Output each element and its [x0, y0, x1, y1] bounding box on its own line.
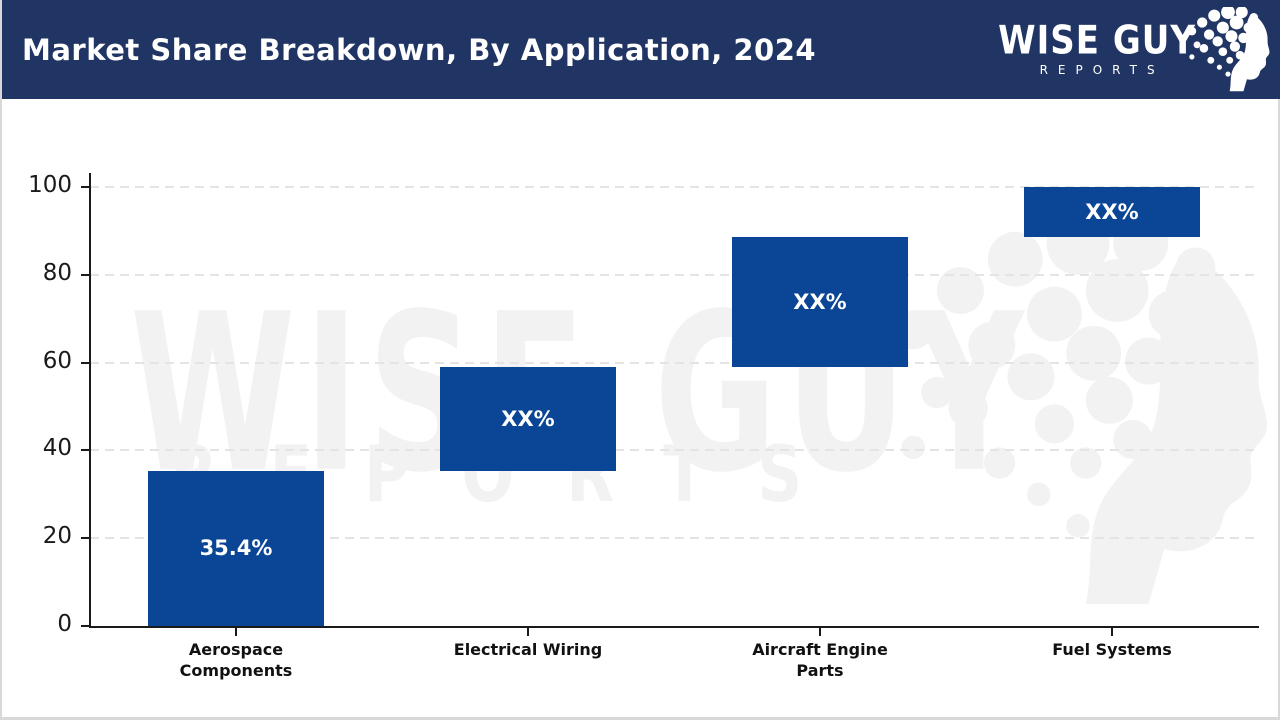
y-axis-line	[89, 173, 91, 628]
gridline	[90, 186, 1258, 188]
y-tick-label: 0	[57, 611, 72, 637]
bar-electrical-wiring: XX%	[440, 366, 616, 471]
logo-subtitle: REPORTS	[1039, 62, 1165, 77]
bar-aerospace-components: 35.4%	[148, 470, 324, 626]
bar-label: XX%	[501, 406, 555, 431]
bar-label: XX%	[1085, 200, 1139, 225]
wiseguy-logo-text: WISE GUY REPORTS	[998, 17, 1196, 77]
y-tick-label: 20	[42, 523, 72, 550]
x-tick-label: Aircraft Engine Parts	[752, 640, 888, 680]
y-tick-mark	[81, 361, 89, 364]
y-tick-mark	[81, 186, 89, 188]
gridline	[90, 273, 1258, 276]
x-tick-label: Electrical Wiring	[453, 640, 603, 659]
x-tick-mark	[235, 628, 237, 636]
gridline	[90, 361, 1258, 364]
x-tick-label: Aerospace Components	[179, 640, 293, 680]
header: Market Share Breakdown, By Application, …	[2, 0, 1280, 99]
bar-aircraft-engine-parts: XX%	[732, 237, 908, 367]
bar-fuel-systems: XX%	[1024, 187, 1200, 238]
y-tick-label: 100	[28, 172, 72, 198]
y-tick-label: 40	[42, 435, 72, 462]
chart-area: 35.4% XX% XX% XX%	[90, 186, 1258, 626]
y-tick-mark	[81, 273, 89, 276]
y-tick-mark	[81, 537, 89, 540]
x-tick-mark	[819, 628, 821, 636]
gridline	[90, 537, 1258, 540]
y-tick-mark	[81, 449, 89, 452]
x-axis-line	[89, 626, 1259, 628]
y-tick-label: 80	[42, 259, 72, 286]
y-tick-mark	[81, 625, 89, 627]
wiseguy-logo: WISE GUY REPORTS	[998, 6, 1274, 94]
x-tick-mark	[527, 628, 529, 636]
page-title: Market Share Breakdown, By Application, …	[22, 32, 817, 67]
y-tick-label: 60	[42, 347, 72, 374]
x-tick-label: Fuel Systems	[1052, 640, 1172, 659]
gridline	[90, 449, 1258, 452]
x-tick-mark	[1111, 628, 1113, 636]
bar-label: XX%	[793, 289, 847, 314]
logo-wordmark: WISE GUY	[998, 17, 1196, 64]
wiseguy-head-icon	[1187, 7, 1270, 92]
bar-label: 35.4%	[199, 536, 273, 561]
